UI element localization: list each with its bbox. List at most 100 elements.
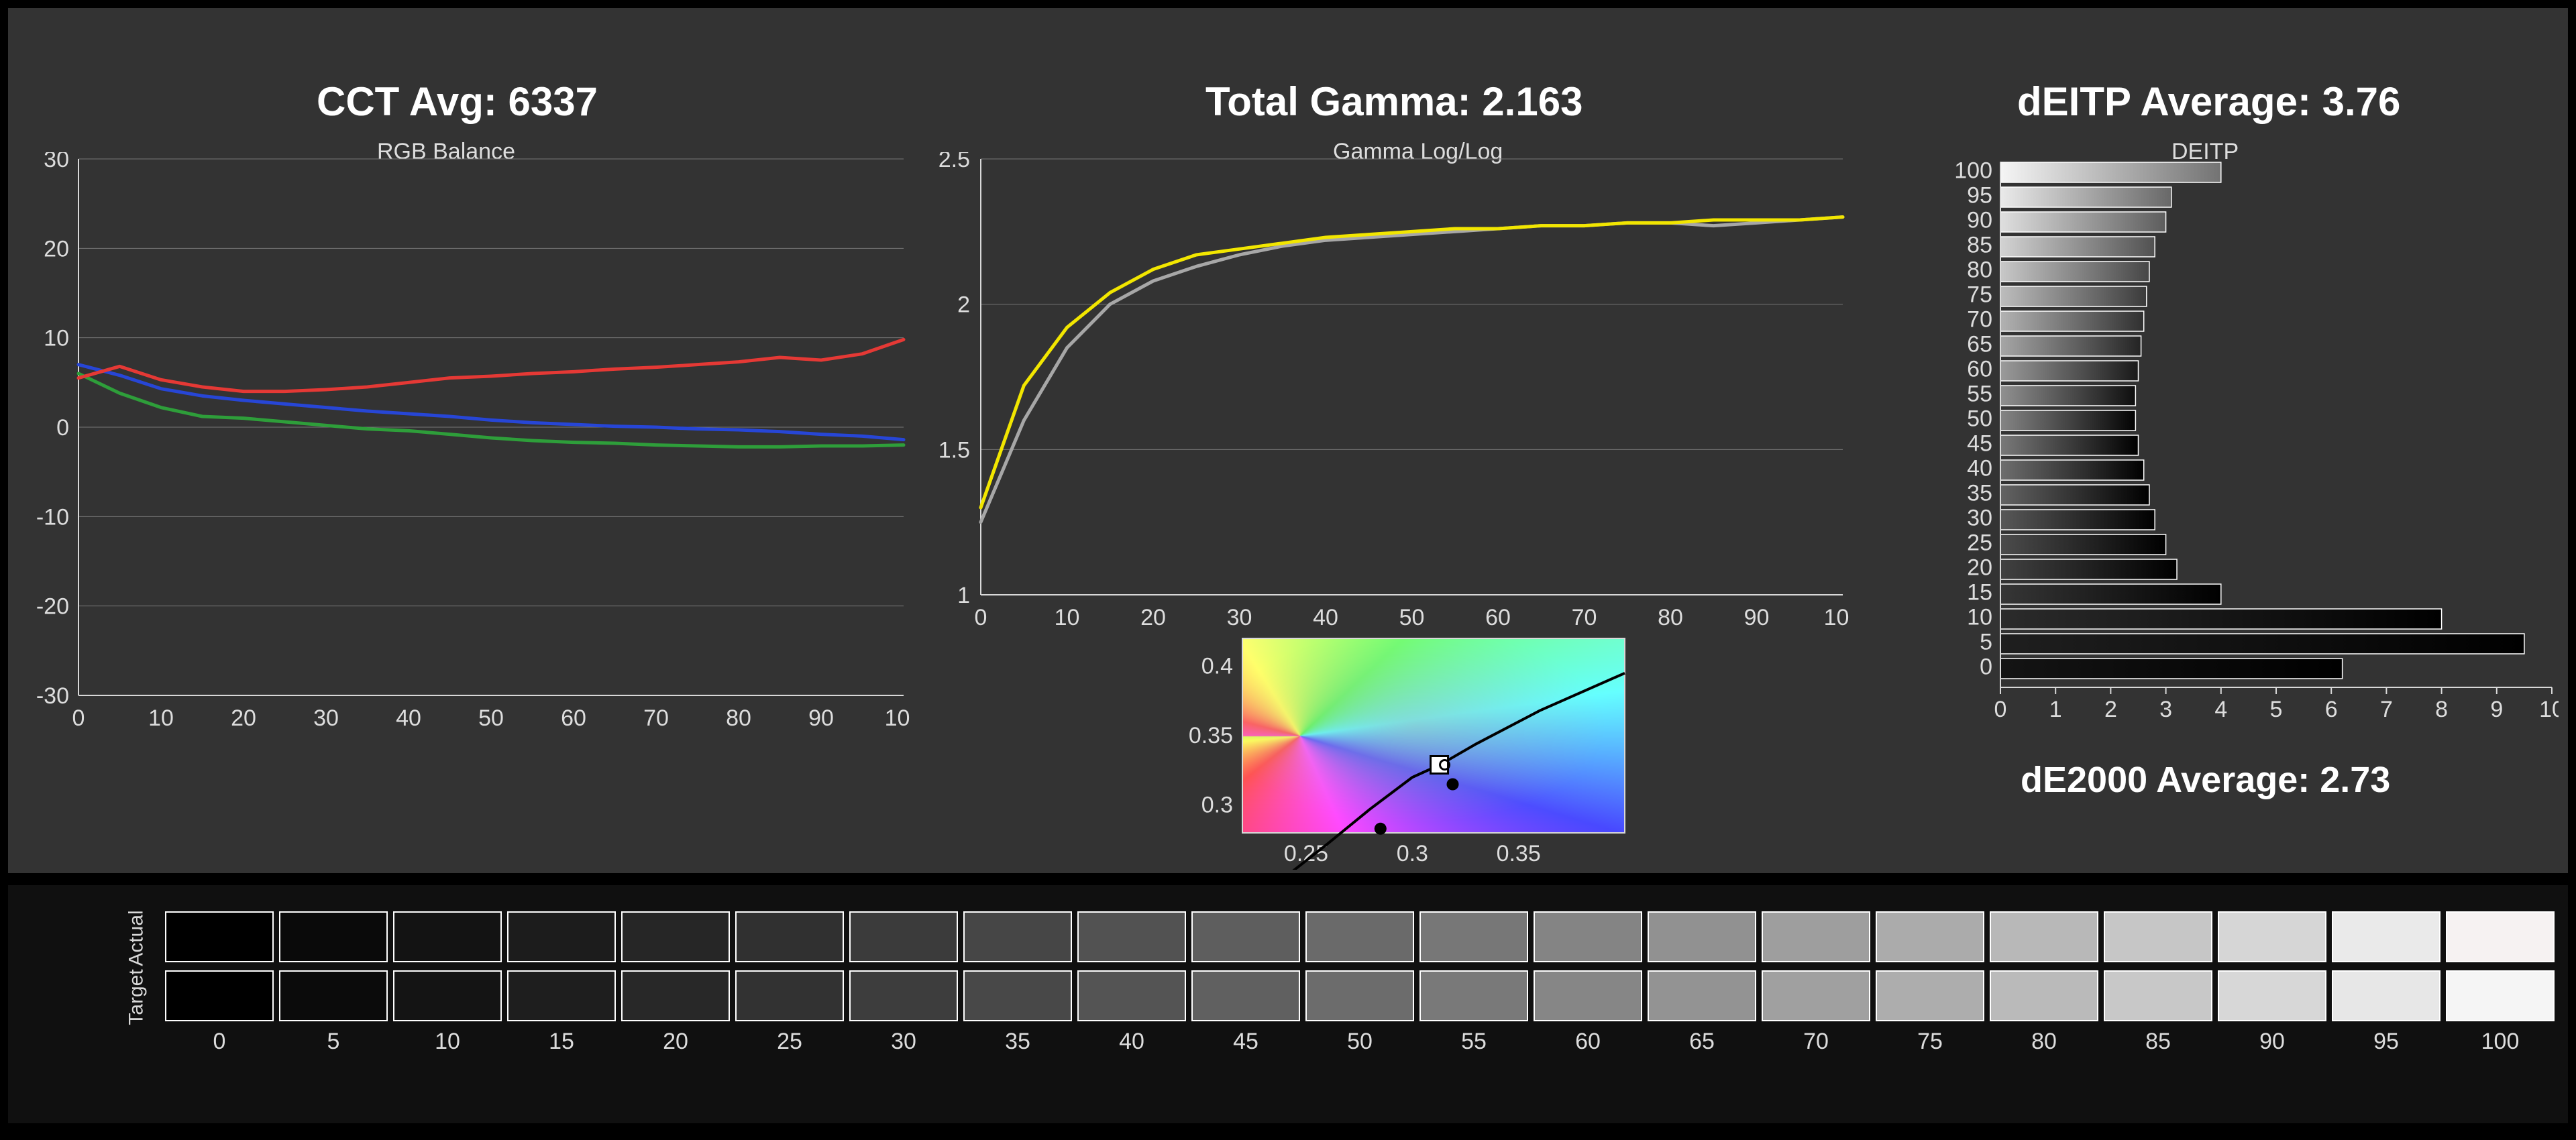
cie-chromaticity-chart: 0.3 0.35 0.4 0.25 0.3 0.35 (1189, 635, 1628, 870)
svg-text:6: 6 (2325, 697, 2338, 722)
svg-text:30: 30 (1967, 505, 1992, 530)
svg-text:5: 5 (327, 1029, 340, 1054)
svg-text:15: 15 (1967, 579, 1992, 605)
svg-text:55: 55 (1967, 381, 1992, 406)
svg-text:30: 30 (1227, 605, 1252, 630)
svg-text:5: 5 (1980, 629, 1992, 654)
svg-text:60: 60 (1575, 1029, 1601, 1054)
svg-text:9: 9 (2490, 697, 2503, 722)
svg-text:0.3: 0.3 (1397, 841, 1428, 866)
svg-text:80: 80 (1967, 257, 1992, 282)
svg-text:0: 0 (975, 605, 987, 630)
svg-text:30: 30 (44, 152, 69, 172)
svg-text:60: 60 (1967, 356, 1992, 382)
rgb-balance-chart: -30-20-1001020300102030405060708090100 (30, 152, 910, 736)
svg-text:70: 70 (1803, 1029, 1829, 1054)
calibration-report-page: CCT Avg: 6337 RGB Balance Total Gamma: 2… (0, 0, 2576, 1140)
svg-text:10: 10 (148, 705, 174, 731)
deitp-bar-chart: 1009590858075706560555045403530252015105… (1951, 158, 2559, 732)
svg-text:10: 10 (1967, 604, 1992, 630)
svg-text:40: 40 (1967, 455, 1992, 481)
svg-text:0.4: 0.4 (1201, 653, 1233, 679)
svg-text:30: 30 (891, 1029, 916, 1054)
svg-text:70: 70 (1572, 605, 1597, 630)
svg-text:90: 90 (2259, 1029, 2285, 1054)
svg-text:50: 50 (1347, 1029, 1373, 1054)
svg-text:2.5: 2.5 (938, 152, 970, 172)
svg-text:20: 20 (1140, 605, 1166, 630)
svg-text:10: 10 (435, 1029, 460, 1054)
svg-text:2: 2 (2104, 697, 2117, 722)
deitp-avg-title: dEITP Average: 3.76 (2017, 78, 2400, 125)
svg-text:4: 4 (2214, 697, 2227, 722)
svg-text:100: 100 (885, 705, 910, 731)
svg-text:20: 20 (1967, 555, 1992, 580)
svg-text:10: 10 (2539, 697, 2559, 722)
svg-text:80: 80 (2031, 1029, 2057, 1054)
svg-text:45: 45 (1233, 1029, 1258, 1054)
svg-text:35: 35 (1967, 480, 1992, 506)
svg-text:35: 35 (1005, 1029, 1030, 1054)
svg-text:75: 75 (1917, 1029, 1943, 1054)
svg-text:65: 65 (1689, 1029, 1715, 1054)
svg-text:40: 40 (396, 705, 421, 731)
svg-text:1: 1 (957, 583, 970, 608)
svg-text:100: 100 (2481, 1029, 2520, 1054)
svg-text:50: 50 (1967, 406, 1992, 431)
svg-text:70: 70 (1967, 306, 1992, 332)
svg-text:90: 90 (1967, 207, 1992, 233)
svg-text:25: 25 (777, 1029, 802, 1054)
swatch-cells: 0510152025303540455055606570758085909510… (8, 885, 2568, 1123)
svg-text:2: 2 (957, 292, 970, 318)
svg-text:0: 0 (213, 1029, 226, 1054)
svg-text:55: 55 (1461, 1029, 1487, 1054)
svg-text:75: 75 (1967, 282, 1992, 307)
svg-text:100: 100 (1954, 158, 1992, 183)
svg-text:85: 85 (2145, 1029, 2171, 1054)
svg-text:8: 8 (2435, 697, 2448, 722)
svg-text:90: 90 (808, 705, 834, 731)
svg-text:1.5: 1.5 (938, 437, 970, 463)
svg-text:15: 15 (549, 1029, 574, 1054)
svg-text:0.25: 0.25 (1284, 841, 1328, 866)
svg-text:50: 50 (478, 705, 504, 731)
total-gamma-title: Total Gamma: 2.163 (1205, 78, 1582, 125)
svg-text:45: 45 (1967, 431, 1992, 456)
svg-text:0.3: 0.3 (1201, 793, 1233, 818)
svg-text:60: 60 (1485, 605, 1511, 630)
svg-text:10: 10 (1055, 605, 1080, 630)
svg-text:60: 60 (561, 705, 586, 731)
svg-text:0: 0 (1980, 654, 1992, 679)
svg-text:3: 3 (2159, 697, 2172, 722)
svg-text:30: 30 (313, 705, 339, 731)
svg-text:20: 20 (663, 1029, 688, 1054)
cct-avg-title: CCT Avg: 6337 (317, 78, 598, 125)
gamma-chart: 11.522.50102030405060708090100 (927, 152, 1849, 635)
svg-text:65: 65 (1967, 331, 1992, 357)
svg-text:-20: -20 (36, 594, 69, 620)
charts-panel: CCT Avg: 6337 RGB Balance Total Gamma: 2… (8, 8, 2568, 873)
svg-text:40: 40 (1119, 1029, 1144, 1054)
grayscale-swatch-strip: Actual Target 05101520253035404550556065… (8, 885, 2568, 1123)
svg-text:1: 1 (2049, 697, 2062, 722)
svg-text:5: 5 (2270, 697, 2283, 722)
de2000-avg-title: dE2000 Average: 2.73 (2021, 759, 2390, 801)
svg-text:25: 25 (1967, 530, 1992, 555)
svg-text:-30: -30 (36, 683, 69, 709)
svg-text:7: 7 (2380, 697, 2393, 722)
svg-text:95: 95 (1967, 182, 1992, 208)
svg-text:50: 50 (1399, 605, 1425, 630)
svg-text:0.35: 0.35 (1189, 723, 1233, 748)
svg-text:80: 80 (726, 705, 751, 731)
svg-text:0.35: 0.35 (1497, 841, 1541, 866)
svg-text:10: 10 (44, 326, 69, 351)
svg-text:70: 70 (643, 705, 669, 731)
svg-text:20: 20 (231, 705, 256, 731)
svg-text:-10: -10 (36, 504, 69, 530)
svg-text:85: 85 (1967, 232, 1992, 258)
svg-text:90: 90 (1744, 605, 1770, 630)
svg-text:0: 0 (56, 415, 69, 441)
svg-text:80: 80 (1658, 605, 1683, 630)
svg-text:0: 0 (72, 705, 85, 731)
svg-text:100: 100 (1824, 605, 1849, 630)
